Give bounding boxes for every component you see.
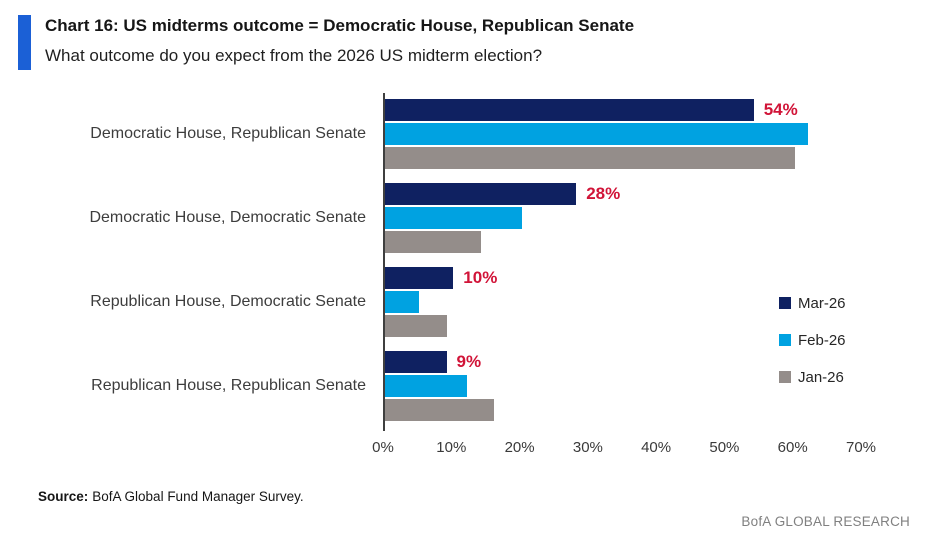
value-label: 54% [763, 100, 798, 119]
bar-feb-26 [385, 291, 420, 313]
plot: 54% 28% 10% 9% [383, 93, 863, 431]
legend-label: Jan-26 [798, 368, 844, 386]
bar-feb-26 [385, 123, 809, 145]
category-label: Republican House, Republican Senate [91, 377, 366, 394]
bar-jan-26 [385, 315, 447, 337]
chart-title: Chart 16: US midterms outcome = Democrat… [45, 16, 635, 35]
category-label: Republican House, Democratic Senate [90, 293, 366, 310]
bar-feb-26 [385, 375, 467, 397]
x-axis: 0% 10% 20% 30% 40% 50% 60% 70% [372, 439, 876, 459]
legend-swatch-icon [779, 297, 791, 309]
bar-jan-26 [385, 147, 795, 169]
legend: Mar-26 Feb-26 Jan-26 [779, 294, 846, 405]
bar-row [385, 315, 863, 337]
legend-swatch-icon [779, 371, 791, 383]
x-tick-label: 10% [436, 439, 467, 456]
bar-row: 28% [385, 183, 863, 205]
bar-row: 9% [385, 351, 863, 373]
chart-subtitle: What outcome do you expect from the 2026… [45, 46, 543, 65]
legend-label: Feb-26 [798, 331, 846, 349]
bar-group: 9% [385, 351, 863, 421]
bar-row [385, 123, 863, 145]
bar-mar-26 [385, 183, 577, 205]
bar-group: 28% [385, 183, 863, 253]
x-tick-label: 50% [709, 439, 740, 456]
value-label: 28% [586, 184, 621, 203]
bar-group: 54% [385, 99, 863, 169]
x-tick-label: 0% [372, 439, 394, 456]
x-tick-label: 60% [777, 439, 808, 456]
bar-jan-26 [385, 399, 495, 421]
bar-mar-26 [385, 267, 454, 289]
bar-mar-26 [385, 351, 447, 373]
bar-row [385, 291, 863, 313]
legend-label: Mar-26 [798, 294, 846, 312]
bar-row [385, 399, 863, 421]
title-accent-bar [18, 15, 31, 70]
bar-row: 10% [385, 267, 863, 289]
bar-row [385, 207, 863, 229]
legend-item: Mar-26 [779, 294, 846, 312]
x-tick-label: 30% [572, 439, 603, 456]
bar-row [385, 231, 863, 253]
source-label: Source: [38, 489, 89, 504]
bar-jan-26 [385, 231, 481, 253]
bar-feb-26 [385, 207, 522, 229]
legend-item: Jan-26 [779, 368, 846, 386]
value-label: 10% [463, 268, 498, 287]
value-label: 9% [456, 352, 482, 371]
legend-swatch-icon [779, 334, 791, 346]
category-label: Democratic House, Republican Senate [90, 125, 366, 142]
brand-mark: BofA GLOBAL RESEARCH [741, 514, 910, 529]
bar-mar-26 [385, 99, 754, 121]
x-tick-label: 20% [504, 439, 535, 456]
legend-item: Feb-26 [779, 331, 846, 349]
bar-group: 10% [385, 267, 863, 337]
x-tick-label: 40% [641, 439, 672, 456]
x-tick-label: 70% [845, 439, 877, 456]
category-label: Democratic House, Democratic Senate [89, 209, 366, 226]
bar-row [385, 147, 863, 169]
source-text: BofA Global Fund Manager Survey. [92, 489, 304, 504]
bar-row: 54% [385, 99, 863, 121]
bar-chart: 54% 28% 10% 9% 0% 10% 20% 30% 40% 50% 60% 70% Mar-… [0, 93, 926, 478]
source-line: Source: BofA Global Fund Manager Survey. [38, 489, 304, 504]
bar-row [385, 375, 863, 397]
